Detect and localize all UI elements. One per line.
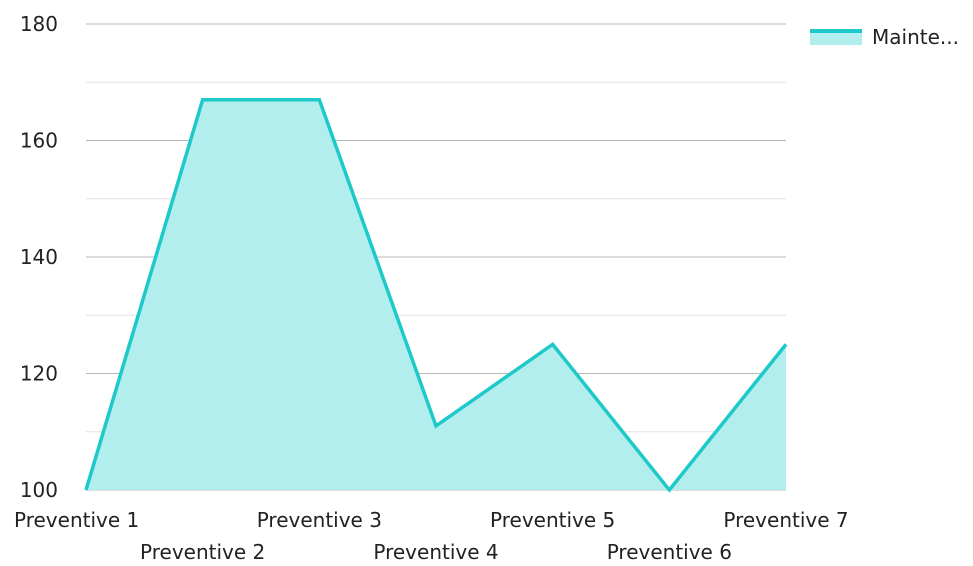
legend-label: Mainte... <box>872 25 959 49</box>
data-point[interactable]: Preventive 7: 125 <box>780 338 792 350</box>
data-point[interactable]: Preventive 5: 125 <box>547 338 559 350</box>
series-area-fill <box>86 99 786 490</box>
x-tick-label: Preventive 1 <box>14 508 139 532</box>
data-point[interactable]: Preventive 2: 167 <box>197 94 209 106</box>
legend-swatch-fill <box>810 31 862 45</box>
x-tick-label: Preventive 6 <box>607 540 732 562</box>
y-tick-label: 140 <box>20 245 58 269</box>
y-tick-label: 160 <box>20 129 58 153</box>
data-point[interactable]: Preventive 1: 100 <box>80 484 92 496</box>
x-tick-label: Preventive 3 <box>257 508 382 532</box>
y-axis: 100 120 140 160 180 <box>20 12 58 502</box>
x-tick-label: Preventive 2 <box>140 540 265 562</box>
y-tick-label: 100 <box>20 478 58 502</box>
data-point[interactable]: Preventive 4: 111 <box>430 420 442 432</box>
plot-area: Preventive 1: 100 Preventive 2: 167 Preven… <box>80 94 792 496</box>
data-point[interactable]: Preventive 3: 167 <box>313 94 325 106</box>
y-tick-label: 120 <box>20 362 58 386</box>
legend[interactable]: Mainte... <box>810 25 959 49</box>
data-point[interactable]: Preventive 6: 100 <box>663 484 675 496</box>
series-line <box>84 97 788 493</box>
y-tick-label: 180 <box>20 12 58 36</box>
x-tick-label: Preventive 5 <box>490 508 615 532</box>
x-tick-label: Preventive 4 <box>373 540 498 562</box>
x-tick-label: Preventive 7 <box>723 508 848 532</box>
